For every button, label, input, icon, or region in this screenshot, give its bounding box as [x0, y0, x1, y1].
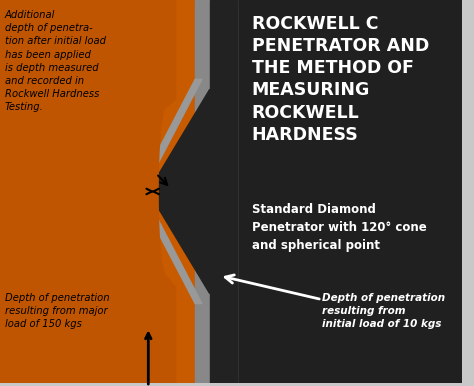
- Polygon shape: [148, 89, 210, 294]
- Text: Standard Diamond
Penetrator with 120° cone
and spherical point: Standard Diamond Penetrator with 120° co…: [252, 203, 427, 252]
- Bar: [0, 0, 210, 383]
- Bar: [222, 0, 237, 383]
- Bar: [210, 0, 463, 383]
- Polygon shape: [0, 0, 176, 383]
- Text: ROCKWELL C
PENETRATOR AND
THE METHOD OF
MEASURING
ROCKWELL
HARDNESS: ROCKWELL C PENETRATOR AND THE METHOD OF …: [252, 15, 429, 144]
- Bar: [210, 0, 237, 383]
- Text: Additional
depth of penetra-
tion after initial load
has been applied
is depth m: Additional depth of penetra- tion after …: [5, 10, 106, 112]
- Polygon shape: [0, 0, 181, 383]
- Text: Depth of penetration
resulting from major
load of 150 kgs: Depth of penetration resulting from majo…: [5, 293, 109, 329]
- Text: Depth of penetration
resulting from
initial load of 10 kgs: Depth of penetration resulting from init…: [322, 293, 445, 329]
- Polygon shape: [137, 80, 202, 303]
- Bar: [195, 0, 210, 383]
